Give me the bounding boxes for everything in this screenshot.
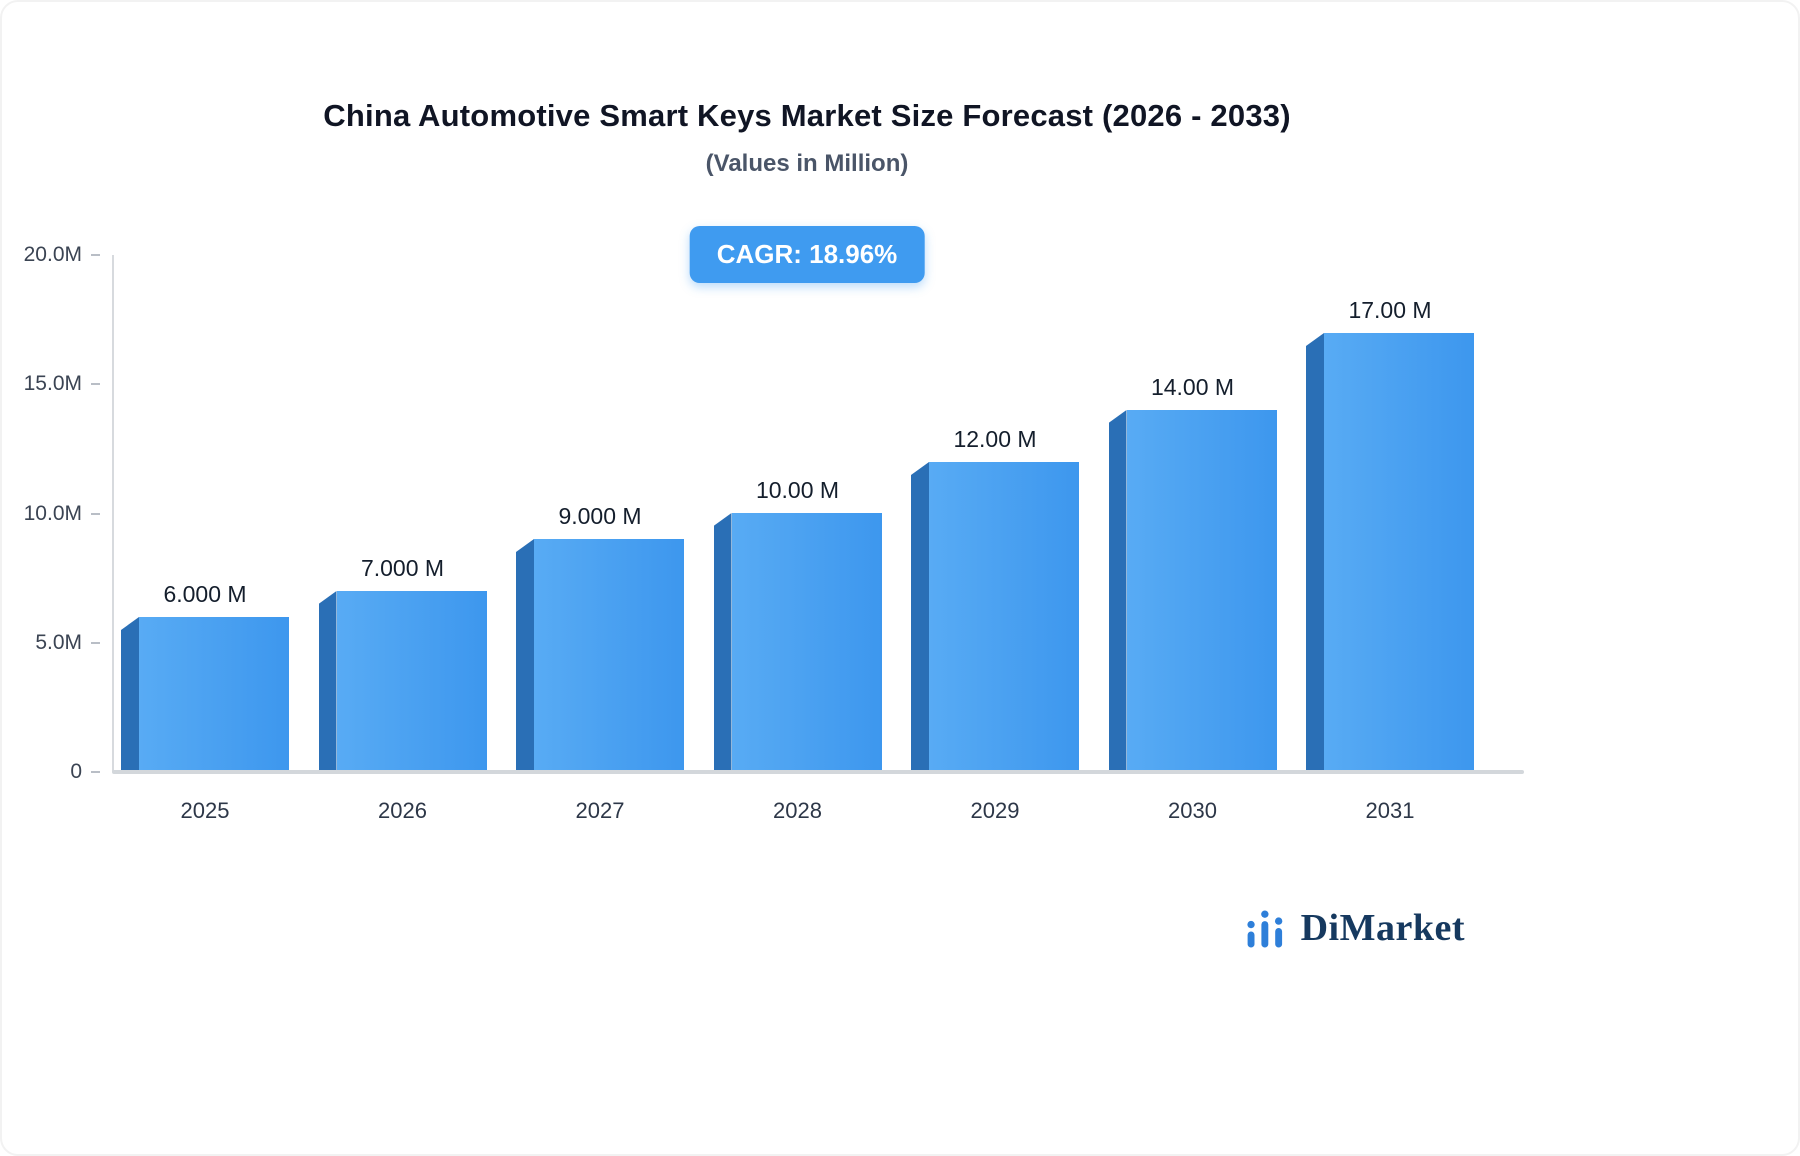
bar-3d-side [516,539,534,772]
tick-mark [91,513,100,515]
bar-value-label: 17.00 M [1348,297,1432,323]
bar-group-2031: 17.00 M 2031 [1306,297,1474,823]
bar-group-2027: 9.000 M 2027 [516,503,684,823]
bar-2026 [318,591,487,772]
bar-value-label: 6.000 M [163,581,247,607]
tick-mark [91,383,100,385]
y-tick-label: 10.0M [23,502,82,525]
y-axis-tick: 20.0M [20,242,100,268]
tick-mark [91,254,100,256]
bar-3d-side [318,591,337,772]
bar-value-label: 9.000 M [558,503,642,529]
x-axis-label: 2028 [773,798,822,823]
y-tick-label: 15.0M [23,372,82,395]
y-axis-tick: 0 [20,759,100,785]
bar-chart-logo-icon [1246,910,1282,948]
bar-group-2030: 14.00 M 2030 [1108,374,1277,823]
bar-3d-side [911,462,929,772]
bar-group-2028: 10.00 M 2028 [713,477,882,823]
bar-value-label: 10.00 M [755,477,840,503]
brand-logo-text: DiMarket [1300,907,1465,949]
bar-2025 [121,617,289,772]
bar-2029 [911,462,1079,772]
chart-title: China Automotive Smart Keys Market Size … [323,98,1291,133]
chart-subtitle: (Values in Million) [705,150,909,177]
tick-mark [91,771,100,773]
x-axis-label: 2027 [575,798,625,823]
x-axis-label: 2026 [378,798,427,823]
bar-2030 [1108,410,1277,772]
x-axis-label: 2030 [1168,798,1217,823]
x-axis-line [112,770,1524,774]
bar-value-label: 7.000 M [360,555,445,581]
bar-3d-side [1306,333,1324,772]
y-axis-tick: 10.0M [20,501,100,527]
bar-group-2026: 7.000 M 2026 [318,555,487,823]
y-axis-tick: 15.0M [20,371,100,397]
bar-series: 6.000 M 2025 7.000 M 2026 9.000 M 2027 1… [114,255,1522,823]
tick-mark [91,642,100,644]
x-axis-label: 2031 [1365,798,1415,823]
x-axis-label: 2025 [180,798,230,823]
bar-value-label: 14.00 M [1150,374,1235,400]
bar-2031 [1306,333,1474,772]
bar-2028 [713,513,882,772]
plot-area: 6.000 M 2025 7.000 M 2026 9.000 M 2027 1… [112,255,1522,823]
brand-logo: DiMarket [1243,905,1465,951]
y-axis-tick: 5.0M [20,630,100,656]
bar-3d-side [121,617,139,772]
bar-3d-side [1108,410,1127,772]
x-axis-label: 2029 [970,798,1020,823]
y-tick-label: 20.0M [23,243,82,266]
bar-2027 [516,539,684,772]
bar-value-label: 12.00 M [953,426,1037,452]
cagr-badge: CAGR: 18.96% [689,226,925,283]
bar-group-2025: 6.000 M 2025 [121,581,289,823]
bar-group-2029: 12.00 M 2029 [911,426,1079,823]
y-tick-label: 0 [70,760,82,783]
bar-3d-side [713,513,732,772]
y-tick-label: 5.0M [35,631,82,654]
